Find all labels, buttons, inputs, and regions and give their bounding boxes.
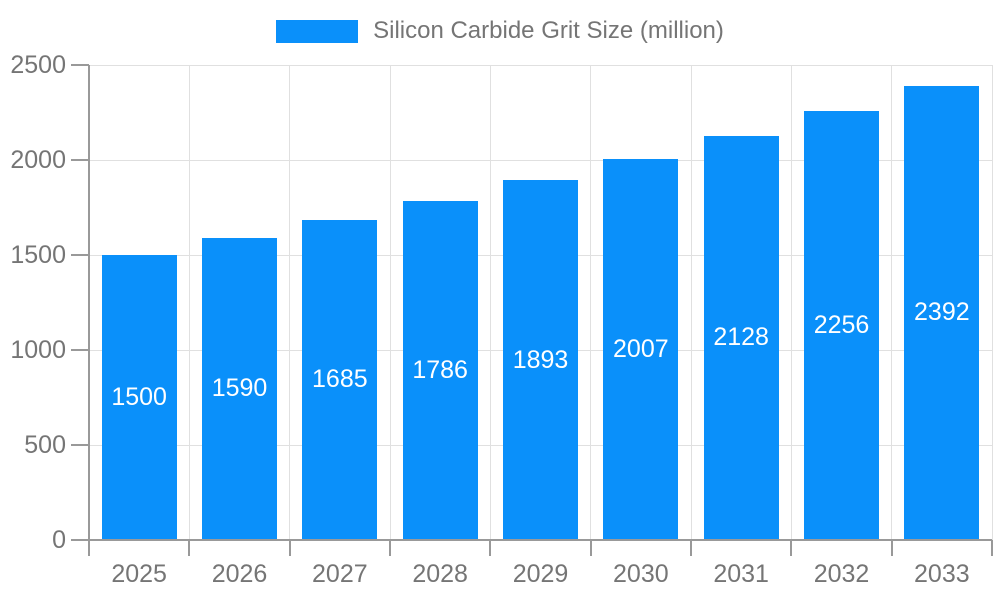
y-axis-label: 1500 — [10, 240, 66, 269]
x-axis-tick — [890, 540, 893, 556]
x-axis-label: 2025 — [111, 560, 167, 588]
x-axis-tick — [389, 540, 391, 556]
x-axis-label: 2031 — [713, 560, 769, 588]
y-axis-label: 1000 — [10, 335, 66, 364]
y-axis-tick — [71, 254, 89, 256]
x-gridline — [289, 65, 291, 540]
bar-value-label: 1786 — [412, 355, 468, 384]
x-axis-tick — [991, 540, 993, 556]
y-axis-tick — [71, 444, 89, 446]
x-gridline — [389, 65, 391, 540]
bar[interactable]: 1685 — [302, 219, 378, 540]
bar-value-label: 1893 — [512, 345, 569, 374]
x-axis-tick — [589, 540, 592, 556]
legend-swatch — [276, 19, 359, 43]
y-axis-label: 2500 — [10, 50, 66, 79]
x-axis-label: 2027 — [312, 560, 368, 588]
bar-value-label: 2128 — [713, 323, 769, 352]
x-axis-line — [89, 539, 992, 541]
bar-value-label: 2256 — [813, 311, 870, 340]
x-gridline — [991, 65, 993, 540]
y-axis-tick — [71, 349, 89, 351]
bar-value-label: 1500 — [111, 383, 167, 411]
x-axis-tick — [489, 540, 492, 556]
bar-value-label: 2392 — [914, 298, 970, 327]
x-axis-tick — [790, 540, 793, 556]
x-gridline — [891, 65, 893, 540]
x-gridline — [790, 65, 792, 540]
y-axis-tick — [71, 539, 89, 541]
bar[interactable]: 1786 — [402, 200, 478, 540]
x-axis-tick — [188, 540, 191, 556]
bar[interactable]: 1590 — [202, 237, 277, 540]
x-axis-tick — [288, 540, 291, 556]
y-axis-tick — [71, 64, 89, 66]
x-gridline — [690, 65, 692, 540]
x-axis-label: 2029 — [512, 560, 569, 588]
bar[interactable]: 2256 — [804, 111, 879, 540]
bar-value-label: 1685 — [312, 365, 368, 394]
legend[interactable]: Silicon Carbide Grit Size (million) — [0, 19, 1000, 43]
x-axis-label: 2033 — [914, 560, 970, 588]
y-gridline — [89, 64, 992, 66]
bar[interactable]: 1500 — [101, 255, 177, 540]
bar-value-label: 1590 — [211, 374, 268, 403]
x-gridline — [188, 65, 190, 540]
x-gridline — [489, 65, 491, 540]
bar[interactable]: 1893 — [503, 180, 578, 540]
x-axis-label: 2030 — [613, 560, 669, 588]
x-axis-tick — [88, 540, 90, 556]
y-gridline — [89, 159, 992, 161]
x-axis-tick — [690, 540, 692, 556]
y-axis-label: 2000 — [10, 145, 66, 174]
x-axis-label: 2026 — [211, 560, 268, 588]
bar[interactable]: 2007 — [603, 158, 679, 540]
x-gridline — [590, 65, 592, 540]
x-axis-label: 2028 — [412, 560, 468, 588]
bar-value-label: 2007 — [613, 334, 669, 363]
y-axis-tick — [71, 159, 89, 161]
legend-label: Silicon Carbide Grit Size (million) — [373, 17, 724, 44]
y-axis-label: 0 — [52, 525, 66, 554]
bar[interactable]: 2128 — [703, 135, 779, 540]
x-axis-label: 2032 — [813, 560, 870, 588]
y-axis-label: 500 — [24, 430, 66, 459]
bar[interactable]: 2392 — [904, 85, 980, 540]
y-axis-line — [88, 65, 90, 540]
